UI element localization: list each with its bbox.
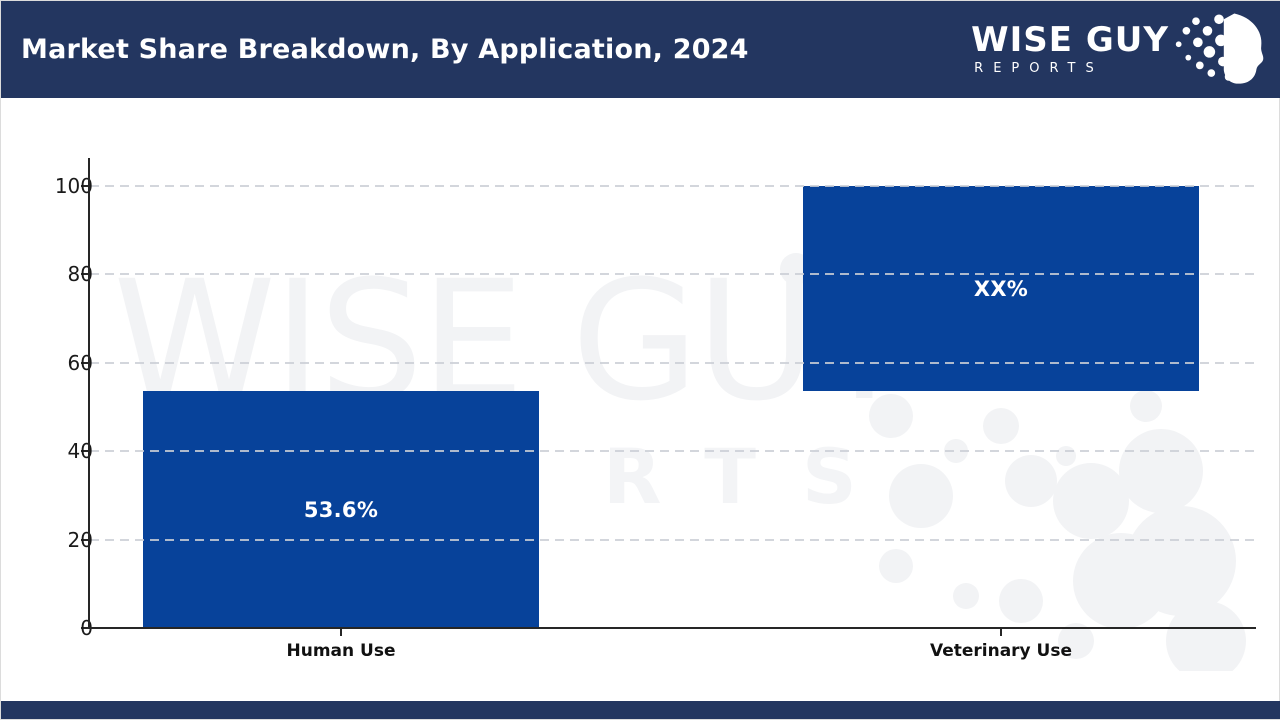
y-tick-label: 20 <box>67 527 93 552</box>
y-tick-80 <box>81 273 88 276</box>
y-axis <box>88 158 90 629</box>
gridline-100 <box>90 185 1256 187</box>
gridline-80 <box>90 273 1256 276</box>
x-tick-1 <box>340 629 342 636</box>
y-tick-label: 0 <box>80 616 93 640</box>
y-tick-20 <box>81 538 88 541</box>
bar-value-label: XX% <box>973 276 1029 301</box>
y-tick-label: 40 <box>67 439 93 464</box>
gridline-20 <box>90 538 1256 541</box>
chart-title: Market Share Breakdown, By Application, … <box>21 34 749 65</box>
logo-subtext: REPORTS <box>974 61 1104 76</box>
x-category-label: Human Use <box>286 641 396 661</box>
bar-veterinary-use: XX% <box>803 186 1199 392</box>
y-tick-40 <box>81 450 88 453</box>
logo-head-icon <box>1175 13 1264 84</box>
header-band: Market Share Breakdown, By Application, … <box>1 1 1280 98</box>
gridline-40 <box>90 450 1256 453</box>
bar-human-use: 53.6% <box>143 391 539 628</box>
x-category-label: Veterinary Use <box>929 641 1073 661</box>
y-tick-60 <box>81 361 88 364</box>
y-tick-label: 60 <box>67 350 93 375</box>
x-tick-2 <box>1000 629 1002 636</box>
gridline-60 <box>90 361 1256 364</box>
x-axis <box>88 627 1256 629</box>
logo-wordmark: WISE GUY <box>971 20 1169 60</box>
y-tick-label: 80 <box>67 262 93 287</box>
footer-band <box>1 701 1280 719</box>
bar-value-label: 53.6% <box>303 497 379 522</box>
y-tick-label: 100 <box>54 174 93 198</box>
y-tick-100 <box>81 185 88 187</box>
brand-logo: WISE GUY REPORTS <box>971 8 1267 92</box>
y-tick-0 <box>81 627 88 629</box>
